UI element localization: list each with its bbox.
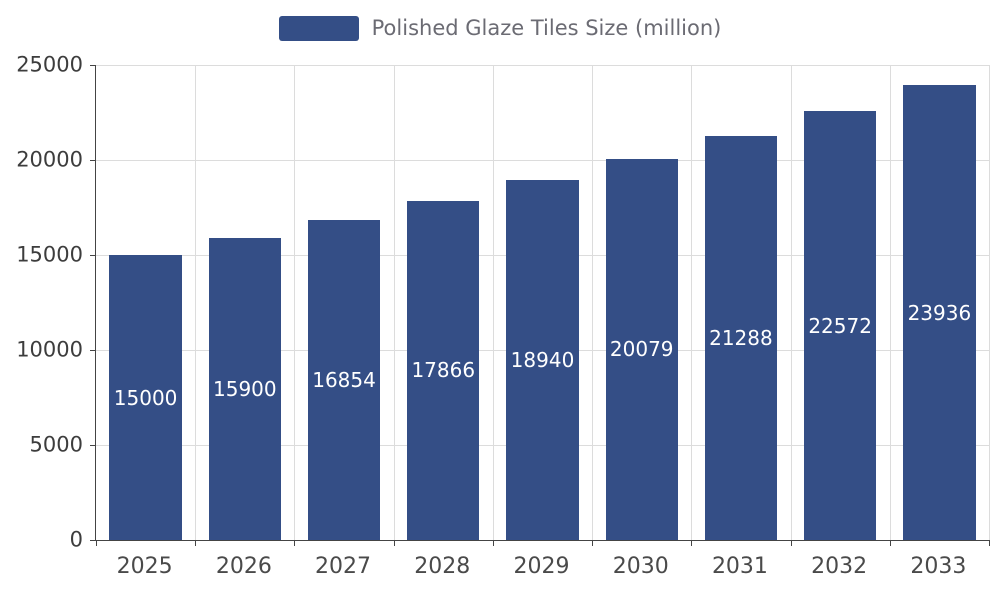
x-axis-tick [989,540,990,546]
legend-label: Polished Glaze Tiles Size (million) [371,16,722,40]
x-axis-label: 2029 [513,554,570,579]
gridline-vertical [492,65,494,540]
y-axis-label: 15000 [16,242,83,267]
y-axis-tick [90,160,96,161]
x-axis-tick [790,540,792,546]
gridline-vertical [294,65,296,540]
gridline-vertical [691,65,693,540]
y-axis-label: 5000 [29,432,83,457]
x-axis-label: 2027 [315,554,372,579]
x-axis-tick [393,540,395,546]
x-axis-tick [691,540,693,546]
x-axis-tick [492,540,494,546]
y-axis-tick [90,65,96,66]
bar-2032[interactable]: 22572 [803,111,877,540]
y-axis-label: 0 [69,527,83,552]
bar-value-label: 20079 [609,337,674,362]
x-axis-label: 2031 [711,554,768,579]
x-axis-label: 2033 [910,554,967,579]
x-axis-label: 2026 [215,554,272,579]
y-axis-tick [90,445,96,446]
y-axis-tick [90,350,96,351]
bar-value-label: 18940 [510,348,575,373]
bar-value-label: 15000 [113,385,178,410]
gridline-vertical [592,65,594,540]
gridline-vertical [889,65,891,540]
bar-value-label: 15900 [213,376,277,401]
x-axis-label: 2030 [612,554,669,579]
x-axis-tick [195,540,197,546]
bar-value-label: 21288 [709,325,773,350]
gridline-horizontal [96,65,989,66]
y-axis-label: 20000 [16,147,83,172]
x-axis-tick [294,540,296,546]
x-axis-tick [889,540,891,546]
x-axis-label: 2028 [414,554,471,579]
plot-area: 15000 15900 16854 17866 18940 20079 21288 22572… [90,65,990,546]
gridline-vertical [393,65,395,540]
bar-2027[interactable]: 16854 [307,219,381,540]
x-axis-tick [592,540,594,546]
y-axis-tick [90,540,96,541]
bar-2028[interactable]: 17866 [407,200,480,540]
bar-value-label: 16854 [312,367,376,392]
bar-value-label: 23936 [907,300,972,325]
bar-2029[interactable]: 18940 [506,180,579,540]
bar-2033[interactable]: 23936 [903,85,976,540]
bar-value-label: 17866 [411,358,476,383]
bar-2030[interactable]: 20079 [605,158,678,540]
y-axis-tick [90,255,96,256]
gridline-vertical [989,65,990,540]
x-axis-label: 2032 [811,554,868,579]
legend[interactable]: Polished Glaze Tiles Size (million) [0,16,1000,42]
gridline-horizontal [96,160,989,161]
legend-swatch [278,16,359,42]
bar-2031[interactable]: 21288 [704,135,778,540]
x-axis-tick [96,540,97,546]
y-axis-label: 10000 [16,337,83,362]
bar-2026[interactable]: 15900 [208,237,282,540]
gridline-vertical [195,65,197,540]
bar-2025[interactable]: 15000 [109,255,182,540]
gridline-vertical [790,65,792,540]
bar-value-label: 22572 [808,313,872,338]
y-axis-label: 25000 [16,52,83,77]
x-axis-label: 2025 [116,554,173,579]
